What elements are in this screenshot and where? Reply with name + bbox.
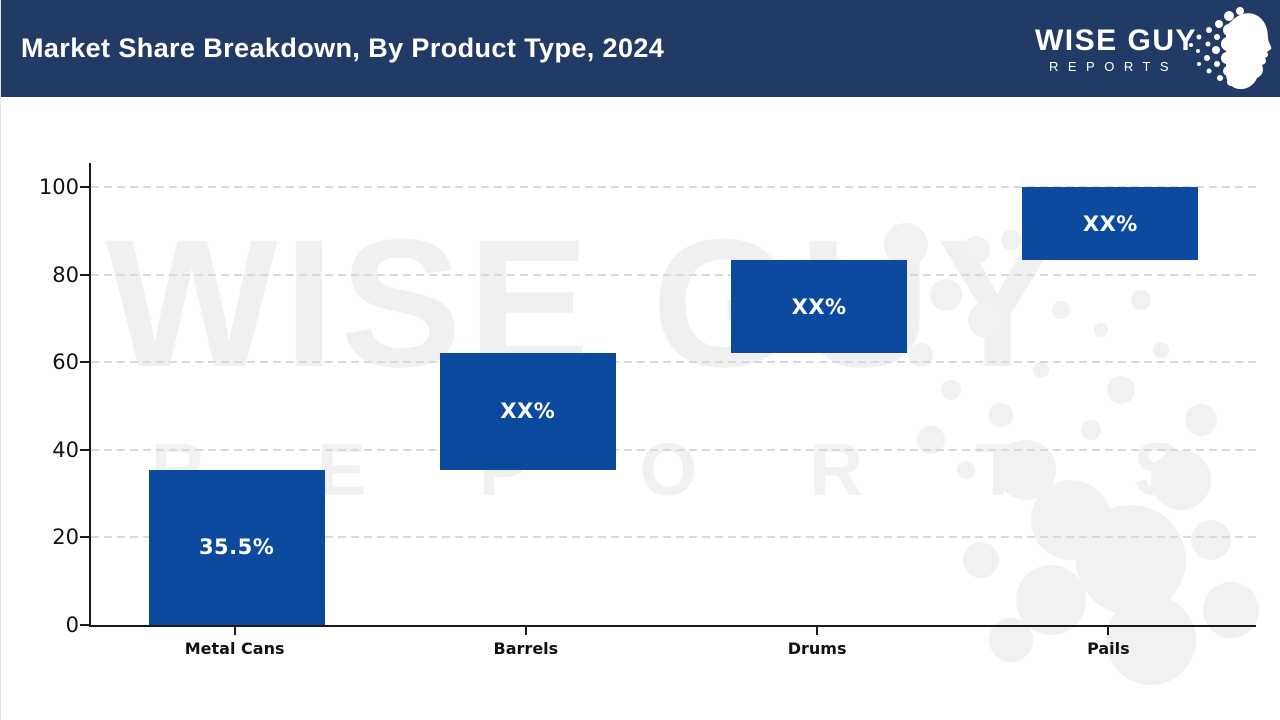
logo-wordmark: WISE GUY	[1034, 24, 1197, 57]
watermark-dot	[1033, 362, 1049, 378]
bar-drums: XX%	[731, 260, 908, 354]
watermark-dot	[1052, 301, 1070, 319]
gridline-60	[91, 361, 1256, 364]
watermark-dot	[1106, 595, 1196, 685]
x-axis-label-drums: Drums	[787, 639, 847, 658]
bar-pails: XX%	[1022, 187, 1199, 261]
watermark-dot	[1076, 505, 1186, 615]
watermark-dot	[1001, 230, 1021, 250]
x-tick-drums	[816, 627, 819, 635]
y-tick-label-100: 100	[38, 175, 79, 199]
bar-value-label-drums: XX%	[791, 294, 847, 319]
watermark-dot	[957, 461, 975, 479]
gridline-80	[91, 273, 1256, 276]
y-tick-80	[80, 273, 89, 276]
gridline-20	[91, 536, 1256, 539]
watermark-dot	[930, 279, 962, 311]
y-tick-40	[80, 448, 89, 451]
y-tick-label-20: 20	[52, 525, 79, 550]
y-tick-label-0: 0	[65, 613, 79, 637]
x-tick-pails	[1107, 627, 1110, 635]
y-tick-label-60: 60	[52, 350, 79, 375]
header: Market Share Breakdown, By Product Type,…	[1, 0, 1280, 97]
gridline-100	[91, 186, 1256, 188]
watermark-dot	[963, 542, 999, 578]
y-tick-label-80: 80	[52, 262, 79, 287]
bar-value-label-metal-cans: 35.5%	[198, 535, 275, 560]
logo-face-icon	[1189, 7, 1272, 90]
bar-barrels: XX%	[439, 353, 616, 470]
watermark-dot	[1151, 450, 1211, 510]
watermark-dot	[968, 302, 1004, 338]
watermark-dot	[1185, 404, 1217, 436]
watermark-dot	[1191, 520, 1231, 560]
chart-title: Market Share Breakdown, By Product Type,…	[21, 33, 665, 63]
x-tick-barrels	[524, 627, 527, 635]
watermark-dot	[941, 380, 961, 400]
y-tick-20	[80, 536, 89, 539]
watermark-dot	[1016, 565, 1086, 635]
watermark-dot	[962, 236, 990, 264]
watermark-dot	[1131, 290, 1151, 310]
y-tick-label-40: 40	[52, 437, 79, 462]
y-tick-100	[80, 186, 89, 188]
watermark-dot	[884, 223, 928, 267]
logo-subtext: REPORTS	[1048, 59, 1179, 74]
x-axis-label-pails: Pails	[1087, 639, 1130, 658]
x-axis-label-metal-cans: Metal Cans	[184, 639, 285, 658]
watermark-dot	[1094, 323, 1108, 337]
watermark-dot	[989, 403, 1013, 427]
y-tick-0	[80, 624, 89, 626]
wiseguy-logo: WISE GUY REPORTS	[1035, 4, 1275, 94]
gridline-40	[91, 448, 1256, 451]
watermark-dot	[1203, 582, 1259, 638]
y-tick-60	[80, 361, 89, 364]
plot-area: 35.5% XX% XX% XX%	[89, 163, 1256, 627]
bar-metal-cans: 35.5%	[148, 469, 325, 625]
logo-text: WISE GUY REPORTS	[1035, 24, 1197, 74]
x-tick-metal-cans	[233, 627, 236, 635]
bar-value-label-barrels: XX%	[500, 399, 556, 424]
bar-value-label-pails: XX%	[1082, 211, 1138, 236]
watermark-dot	[1153, 342, 1169, 358]
watermark-dot	[1107, 376, 1135, 404]
x-axis-label-barrels: Barrels	[493, 639, 559, 658]
watermark-dot	[1081, 420, 1101, 440]
